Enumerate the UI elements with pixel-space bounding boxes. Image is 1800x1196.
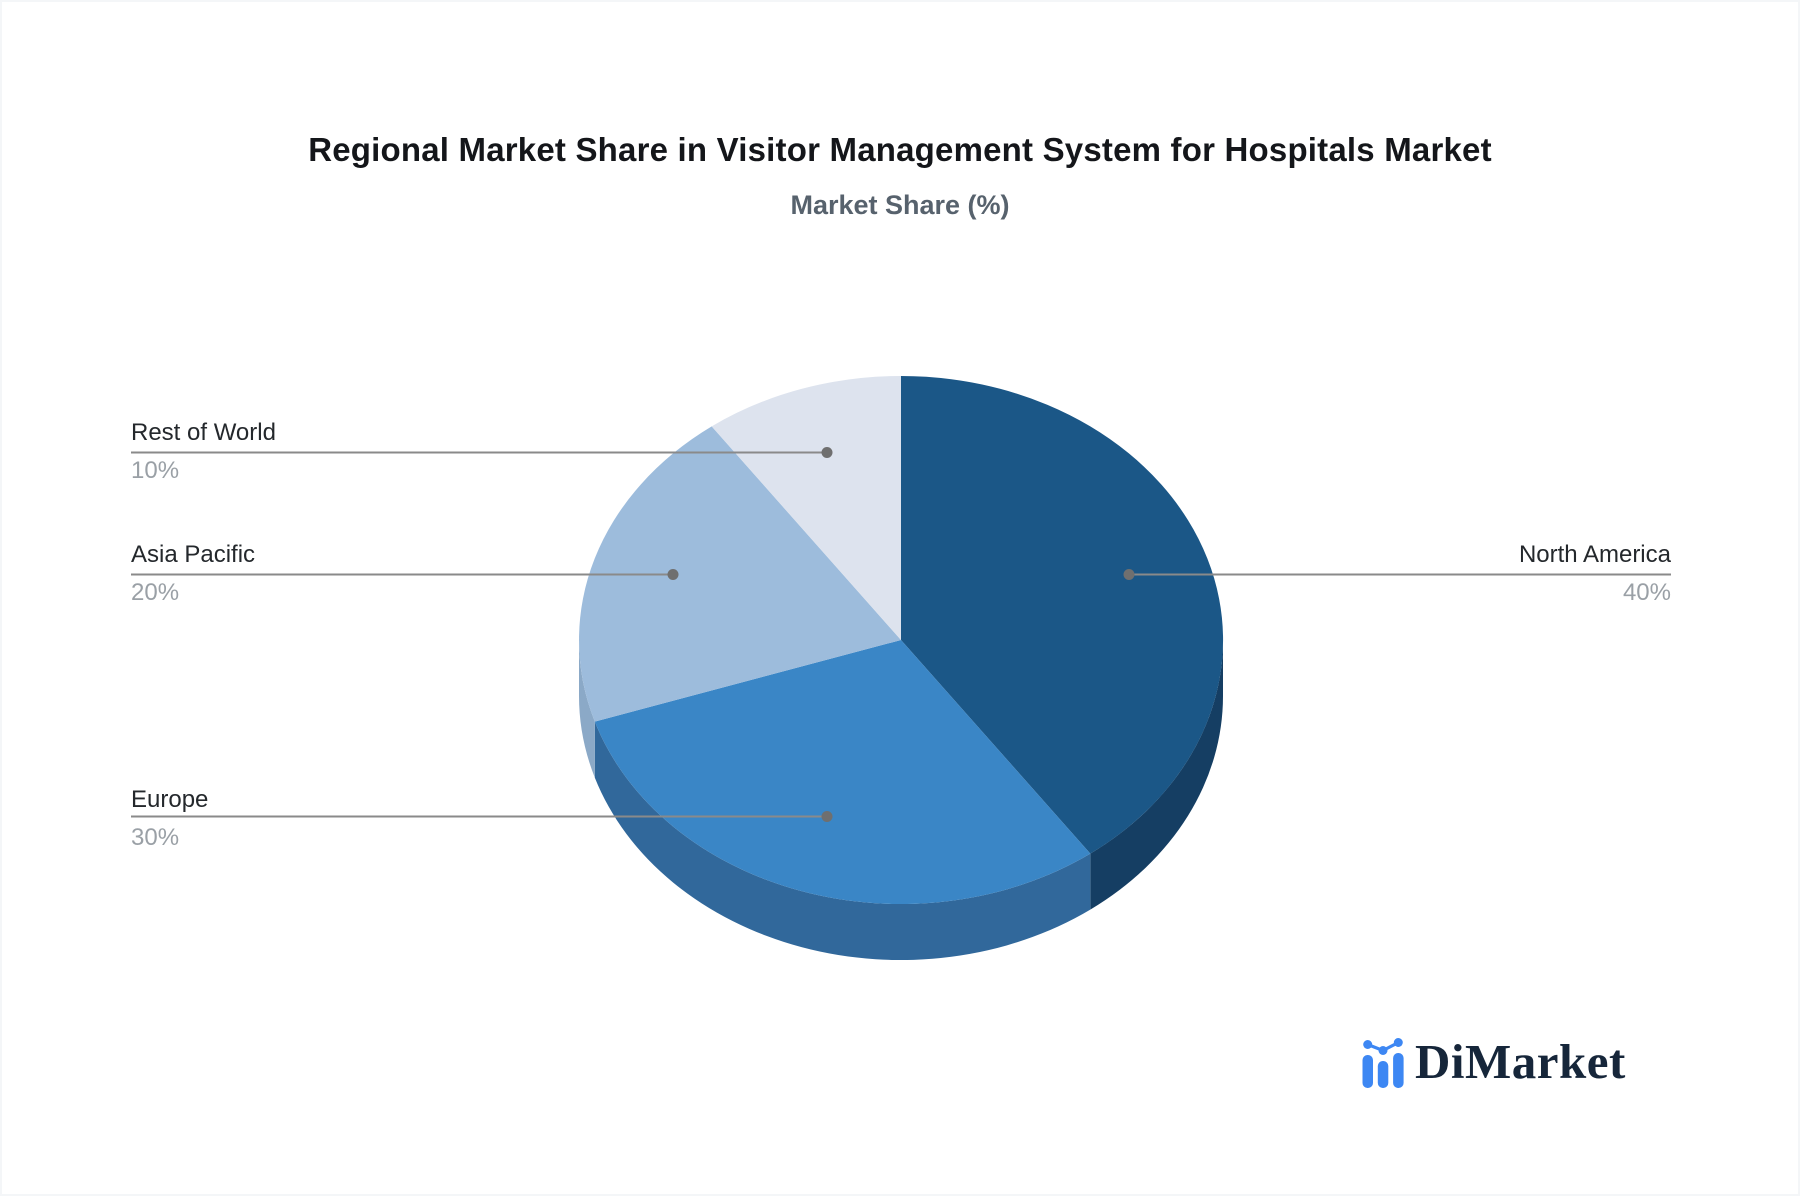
callout-dot-europe — [821, 811, 833, 822]
page-title: Regional Market Share in Visitor Managem… — [308, 131, 1492, 168]
callout-label-europe: Europe — [131, 786, 209, 813]
callout-dot-rest-of-world — [821, 447, 833, 458]
chart-subtitle: Market Share (%) — [790, 190, 1010, 220]
brand-logo-text: DiMarket — [1415, 1034, 1626, 1089]
bar-line-chart-icon — [1362, 1038, 1404, 1088]
callout-value-asia-pacific: 20% — [131, 579, 180, 606]
pie-slice-europe — [594, 640, 1091, 905]
callout-label-north-america: North America — [1518, 541, 1671, 568]
callout-value-north-america: 40% — [1622, 579, 1671, 606]
pie-side-asia-pacific — [579, 640, 595, 778]
pie-slice-asia-pacific — [579, 426, 901, 722]
brand-logo: DiMarket — [1361, 1036, 1626, 1088]
callout-dot-north-america — [1123, 569, 1135, 580]
callout-label-asia-pacific: Asia Pacific — [131, 541, 256, 568]
callout-label-rest-of-world: Rest of World — [131, 419, 276, 446]
callout-value-europe: 30% — [131, 824, 180, 851]
pie-slice-rest-of-world — [711, 376, 901, 640]
pie-side-north-america — [1090, 640, 1223, 910]
pie-slice-north-america — [901, 376, 1224, 854]
callout-dot-asia-pacific — [667, 569, 679, 580]
pie-side-europe — [594, 721, 1091, 961]
callout-value-rest-of-world: 10% — [131, 457, 180, 484]
